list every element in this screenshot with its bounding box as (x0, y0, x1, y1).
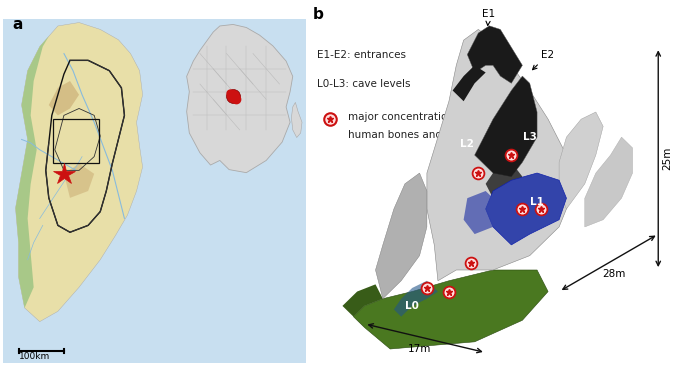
Polygon shape (354, 270, 548, 349)
Text: L2: L2 (460, 139, 474, 149)
Polygon shape (394, 281, 438, 317)
Bar (53, 119, 99, 163)
Polygon shape (559, 112, 603, 209)
Polygon shape (16, 23, 143, 322)
Polygon shape (16, 36, 49, 308)
Text: 17m: 17m (408, 344, 431, 354)
Text: L0: L0 (405, 301, 419, 311)
Polygon shape (427, 29, 574, 281)
Polygon shape (49, 81, 79, 115)
Polygon shape (453, 65, 486, 101)
Polygon shape (186, 24, 292, 173)
Polygon shape (343, 284, 383, 317)
Text: L1: L1 (530, 197, 544, 207)
Polygon shape (467, 26, 522, 83)
Text: 28m: 28m (602, 269, 626, 278)
Polygon shape (375, 173, 427, 299)
Text: 25m: 25m (662, 147, 673, 170)
Polygon shape (486, 162, 522, 198)
Polygon shape (292, 102, 302, 138)
Text: major concentrations of: major concentrations of (348, 112, 473, 122)
Text: human bones and artefacts: human bones and artefacts (348, 130, 492, 140)
Text: 100km: 100km (18, 353, 50, 361)
Text: b: b (313, 6, 324, 22)
Polygon shape (64, 163, 95, 198)
Text: E1: E1 (482, 9, 495, 26)
Text: E1-E2: entrances: E1-E2: entrances (317, 50, 406, 60)
Text: E2: E2 (532, 50, 554, 70)
Polygon shape (486, 173, 566, 245)
Text: L0-L3: cave levels: L0-L3: cave levels (317, 79, 410, 89)
Polygon shape (475, 76, 537, 176)
Polygon shape (464, 191, 493, 234)
Polygon shape (585, 137, 632, 227)
Text: a: a (12, 18, 23, 32)
Text: L3: L3 (523, 132, 537, 142)
